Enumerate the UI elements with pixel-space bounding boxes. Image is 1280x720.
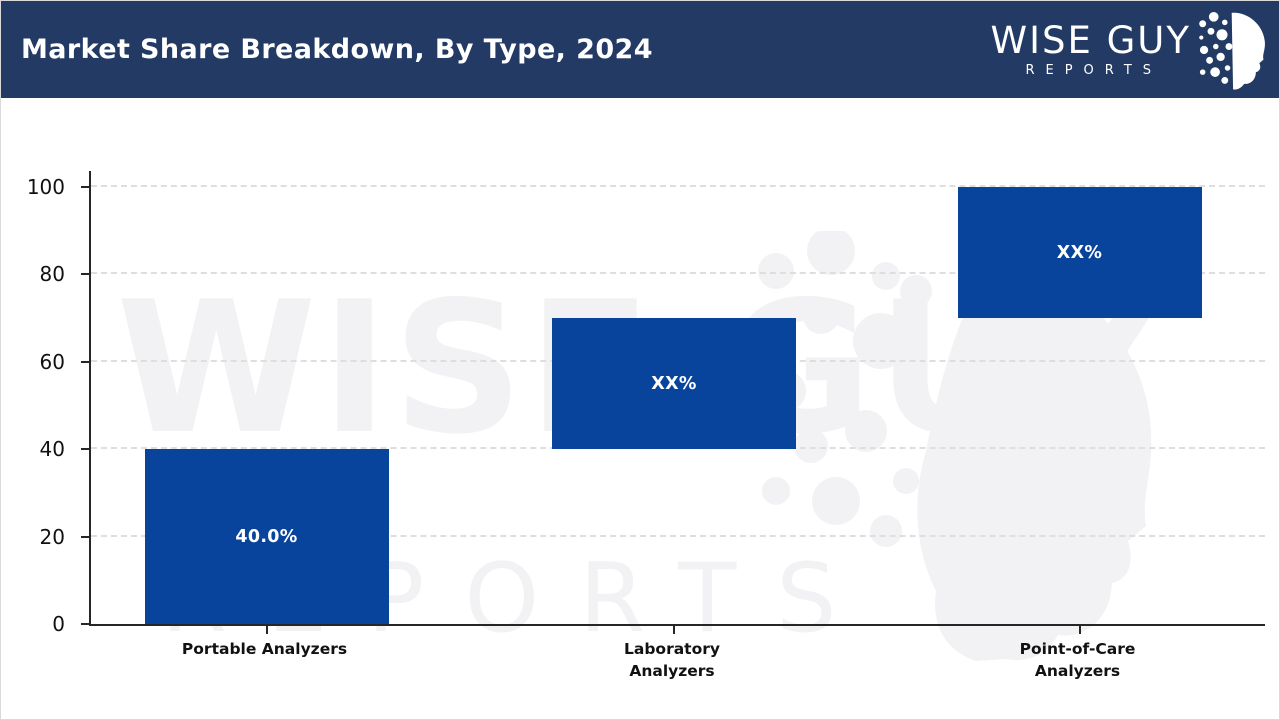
header-bar: Market Share Breakdown, By Type, 2024 WI…: [1, 1, 1279, 98]
y-tick-label-0: 0: [52, 612, 65, 636]
x-tick-mark: [1078, 626, 1081, 634]
page-title: Market Share Breakdown, By Type, 2024: [21, 34, 653, 65]
wiseguy-logo: WISE GUY REPORTS: [991, 7, 1269, 93]
y-tick-mark-60: [81, 360, 89, 363]
y-tick-label-80: 80: [39, 262, 65, 287]
wiseguy-face-icon: [1199, 12, 1265, 90]
y-tick-label-40: 40: [39, 437, 65, 462]
y-tick-label-60: 60: [39, 349, 65, 374]
y-axis-labels: 0 20 40 60 80 100: [1, 171, 81, 635]
gridline-80: [91, 272, 1265, 275]
bar-value-label: 40.0%: [235, 526, 298, 547]
wiseguy-logo-text: WISE GUY REPORTS: [990, 19, 1191, 78]
bar-value-label: XX%: [1056, 242, 1103, 263]
x-tick-mark: [673, 626, 675, 634]
bar-segment: XX%: [957, 187, 1202, 319]
y-tick-mark-40: [81, 448, 89, 451]
y-tick-label-100: 100: [26, 175, 65, 199]
y-tick-label-20: 20: [39, 524, 65, 549]
gridline-100: [91, 185, 1265, 187]
bar-segment: XX%: [552, 318, 796, 450]
x-tick-mark: [265, 626, 268, 634]
wiseguy-logo-wordmark: WISE GUY: [990, 19, 1191, 63]
y-tick-mark-100: [81, 186, 89, 188]
x-category-label: Point-of-Care Analyzers: [1019, 640, 1136, 680]
y-tick-mark-80: [81, 273, 89, 276]
bar-value-label: XX%: [651, 373, 697, 394]
x-category-label: Portable Analyzers: [181, 640, 348, 658]
bar-segment: 40.0%: [144, 449, 389, 624]
y-tick-mark-20: [81, 535, 89, 538]
y-tick-mark-0: [81, 623, 89, 625]
wiseguy-logo-subtitle: REPORTS: [1025, 62, 1163, 78]
plot-area: 40.0% XX% XX%: [81, 171, 1265, 634]
x-category-label: Laboratory Analyzers: [624, 640, 720, 680]
gridline-20: [91, 534, 1265, 537]
